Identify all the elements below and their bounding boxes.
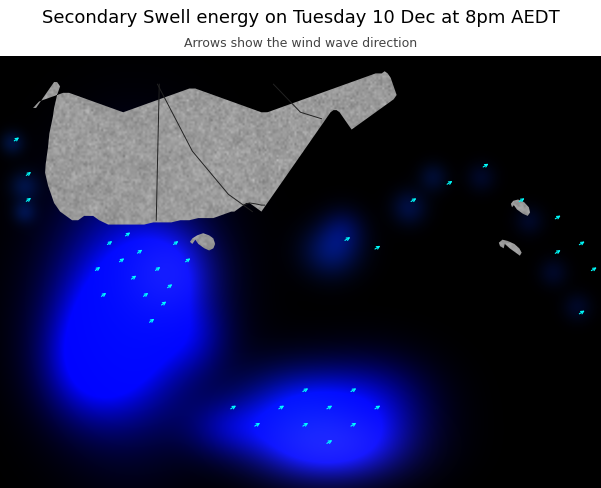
Text: Arrows show the wind wave direction: Arrows show the wind wave direction	[184, 37, 417, 50]
Text: Secondary Swell energy on Tuesday 10 Dec at 8pm AEDT: Secondary Swell energy on Tuesday 10 Dec…	[41, 9, 560, 27]
